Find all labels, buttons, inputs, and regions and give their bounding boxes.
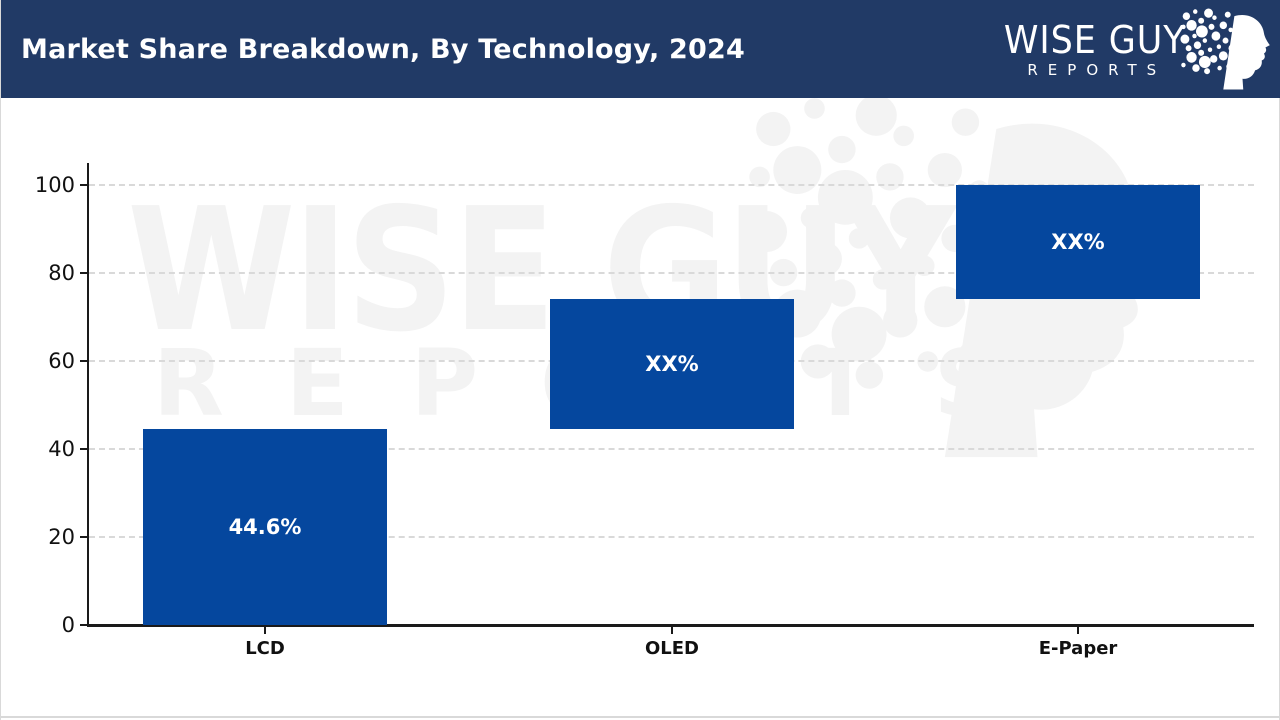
y-tick-label-40: 40 bbox=[48, 437, 75, 461]
bar-value-label-oled: XX% bbox=[645, 351, 699, 376]
x-category-label-oled: OLED bbox=[644, 638, 699, 659]
x-tick-lcd bbox=[264, 627, 266, 634]
brand-tagline: REPORTS bbox=[1027, 60, 1167, 79]
x-tick-oled bbox=[671, 627, 673, 634]
x-category-label-e-paper: E-Paper bbox=[1038, 638, 1118, 659]
gridline-40 bbox=[89, 448, 1254, 450]
y-tick-40 bbox=[80, 448, 89, 450]
y-axis-line bbox=[87, 163, 89, 627]
brand-name: WISE GUY bbox=[1003, 17, 1186, 62]
bar-oled: XX% bbox=[550, 298, 794, 429]
y-tick-label-20: 20 bbox=[48, 525, 75, 549]
logo-face-dots-icon bbox=[1180, 8, 1270, 90]
x-axis-line bbox=[87, 624, 1254, 627]
y-tick-label-0: 0 bbox=[61, 613, 75, 637]
x-category-label-lcd: LCD bbox=[245, 638, 285, 659]
bar-value-label-e-paper: XX% bbox=[1051, 229, 1105, 254]
bar-e-paper: XX% bbox=[956, 185, 1200, 299]
page-bottom-border bbox=[1, 716, 1279, 718]
y-tick-label-80: 80 bbox=[48, 261, 75, 285]
market-share-chart: 0 20 40 60 80 100 44.6% LCD XX% OLED XX% E-Paper bbox=[1, 98, 1280, 716]
gridline-100 bbox=[89, 184, 1254, 186]
y-tick-label-100: 100 bbox=[34, 173, 75, 197]
gridline-80 bbox=[89, 272, 1254, 274]
y-tick-0 bbox=[80, 624, 89, 626]
y-tick-label-60: 60 bbox=[48, 349, 75, 373]
chart-title: Market Share Breakdown, By Technology, 2… bbox=[21, 33, 746, 65]
header-bar: Market Share Breakdown, By Technology, 2… bbox=[1, 0, 1280, 98]
y-tick-100 bbox=[80, 184, 89, 186]
y-tick-80 bbox=[80, 272, 89, 274]
y-tick-20 bbox=[80, 536, 89, 538]
bar-lcd: 44.6% bbox=[143, 428, 387, 625]
gridline-20 bbox=[89, 536, 1254, 538]
brand-logo-text: WISE GUY REPORTS bbox=[996, 20, 1193, 79]
bar-value-label-lcd: 44.6% bbox=[228, 514, 302, 539]
brand-logo: WISE GUY REPORTS bbox=[996, 6, 1275, 92]
x-tick-e-paper bbox=[1077, 627, 1079, 634]
y-tick-60 bbox=[80, 360, 89, 362]
